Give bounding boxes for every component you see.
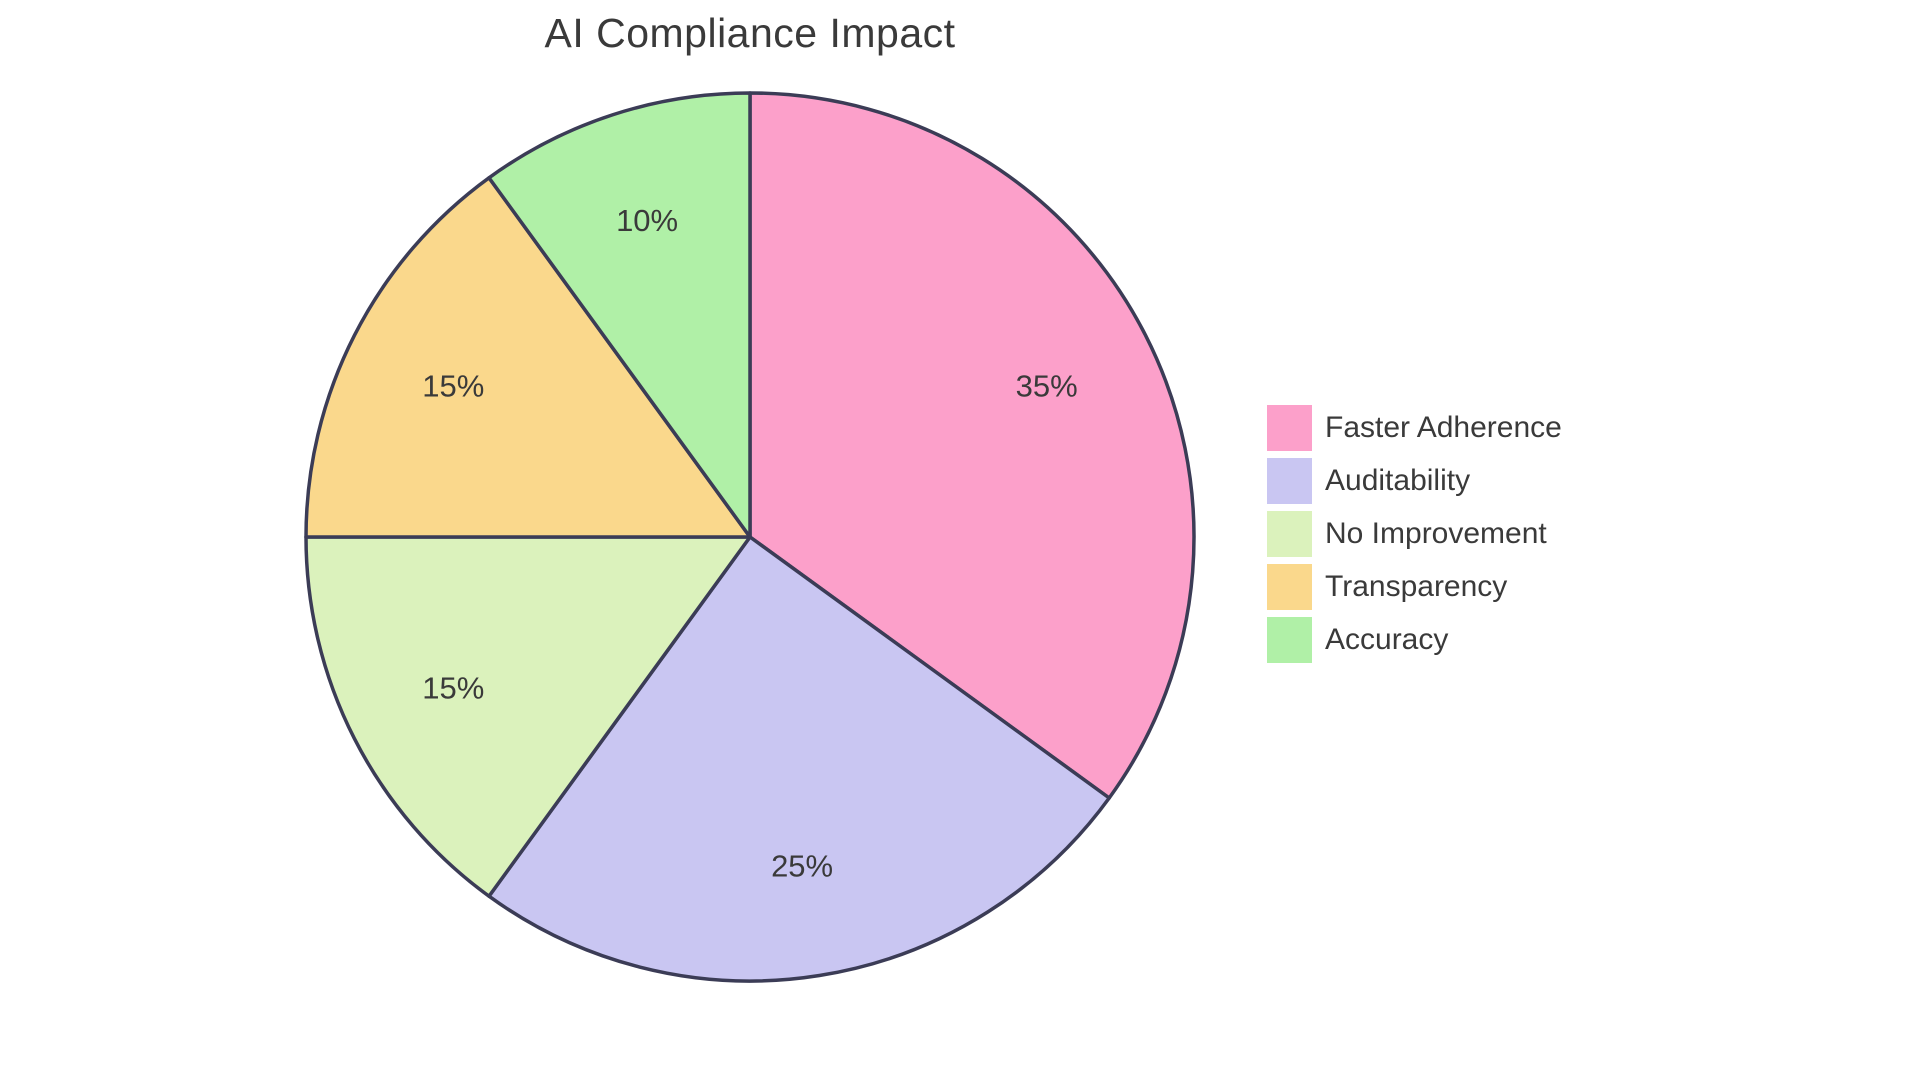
pie-slice-no-improvement [304, 535, 752, 898]
legend-swatch [1267, 564, 1312, 610]
legend-label: No Improvement [1325, 517, 1547, 550]
legend-label: Faster Adherence [1325, 411, 1562, 444]
legend-label: Accuracy [1325, 623, 1449, 656]
pie-slice-faster-adherence [748, 91, 1196, 800]
chart-title: AI Compliance Impact [544, 10, 956, 56]
legend-item: Accuracy [1267, 617, 1562, 663]
pie-slice-accuracy [487, 91, 752, 539]
legend-swatch [1267, 458, 1312, 504]
legend: Faster Adherence Auditability No Improve… [1267, 405, 1562, 663]
slice-percent-label-auditability: 25% [771, 848, 833, 883]
legend-item: No Improvement [1267, 511, 1562, 557]
slice-percent-label-faster-adherence: 35% [1016, 368, 1078, 403]
legend-label: Auditability [1325, 464, 1471, 497]
legend-item: Transparency [1267, 564, 1562, 610]
legend-item: Faster Adherence [1267, 405, 1562, 451]
pie-slice-auditability [487, 535, 1111, 983]
legend-item: Auditability [1267, 458, 1562, 504]
legend-swatch [1267, 617, 1312, 663]
pie-slice-transparency [304, 176, 752, 539]
slice-percent-label-accuracy: 10% [616, 203, 678, 238]
legend-label: Transparency [1325, 570, 1508, 603]
slice-percent-label-no-improvement: 15% [422, 671, 484, 706]
slice-percent-label-transparency: 15% [422, 368, 484, 403]
legend-swatch [1267, 405, 1312, 451]
legend-swatch [1267, 511, 1312, 557]
